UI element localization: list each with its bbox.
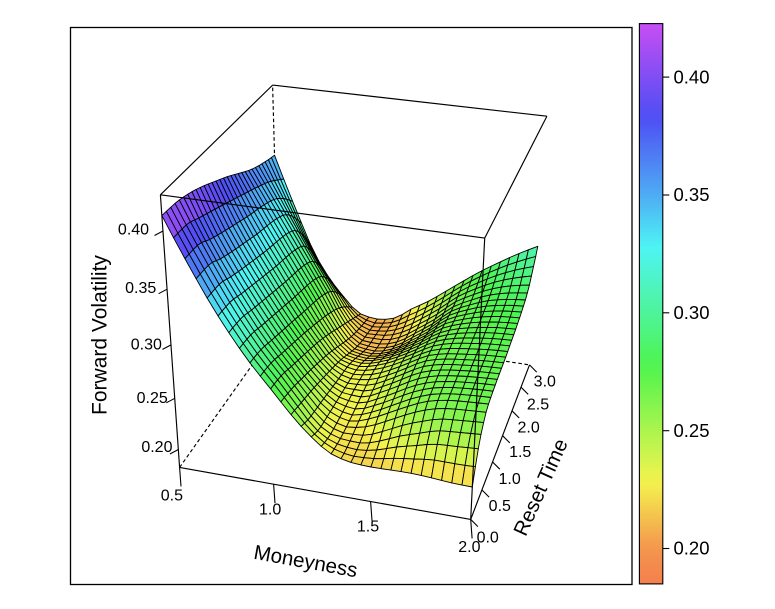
svg-text:0.35: 0.35: [125, 280, 156, 297]
svg-text:0.30: 0.30: [131, 337, 162, 354]
svg-text:Forward Volatility: Forward Volatility: [89, 255, 112, 415]
svg-text:0.25: 0.25: [137, 390, 168, 407]
svg-text:2.5: 2.5: [527, 396, 549, 413]
svg-text:1.0: 1.0: [498, 471, 520, 488]
svg-text:2.0: 2.0: [517, 419, 539, 436]
svg-text:0.20: 0.20: [141, 439, 172, 456]
svg-text:3.0: 3.0: [534, 373, 556, 390]
svg-text:0.5: 0.5: [489, 498, 511, 515]
svg-text:0.25: 0.25: [674, 420, 710, 441]
svg-text:0.20: 0.20: [674, 538, 710, 559]
svg-text:1.0: 1.0: [259, 501, 281, 518]
svg-text:0.0: 0.0: [477, 529, 499, 546]
svg-text:0.35: 0.35: [674, 184, 710, 205]
svg-text:0.40: 0.40: [118, 222, 149, 239]
svg-text:0.40: 0.40: [674, 66, 710, 87]
svg-text:1.5: 1.5: [509, 444, 531, 461]
svg-text:0.5: 0.5: [161, 488, 183, 505]
svg-text:2.0: 2.0: [458, 539, 480, 556]
svg-text:1.5: 1.5: [357, 519, 379, 536]
svg-text:0.30: 0.30: [674, 302, 710, 323]
